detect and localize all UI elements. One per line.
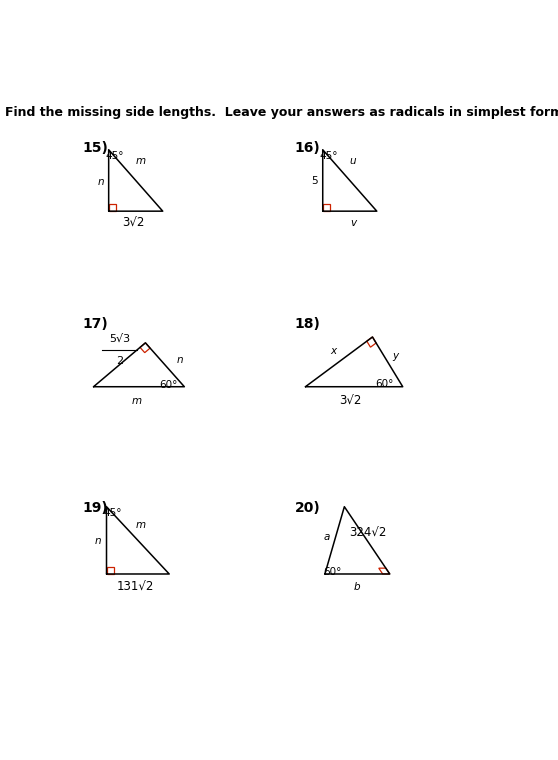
Text: 3√2: 3√2 xyxy=(339,395,361,408)
Text: 60°: 60° xyxy=(159,380,177,390)
Text: 18): 18) xyxy=(295,316,320,331)
Text: n: n xyxy=(98,177,104,187)
Text: 17): 17) xyxy=(83,316,108,331)
Text: 20): 20) xyxy=(295,501,320,515)
Text: m: m xyxy=(135,157,145,166)
Text: 60°: 60° xyxy=(323,567,341,578)
Text: u: u xyxy=(350,157,357,166)
Text: m: m xyxy=(132,397,142,407)
Text: 5√3: 5√3 xyxy=(109,334,130,344)
Text: 45°: 45° xyxy=(319,151,338,161)
Text: 2: 2 xyxy=(116,356,123,366)
Text: x: x xyxy=(330,346,336,356)
Text: n: n xyxy=(95,536,102,546)
Text: 5: 5 xyxy=(311,176,318,185)
Text: b: b xyxy=(354,582,360,592)
Text: 60°: 60° xyxy=(376,379,394,389)
Text: 3√2: 3√2 xyxy=(123,217,145,230)
Text: 45°: 45° xyxy=(104,508,122,518)
Text: Find the missing side lengths.  Leave your answers as radicals in simplest form.: Find the missing side lengths. Leave you… xyxy=(4,106,558,119)
Text: v: v xyxy=(350,218,356,228)
Text: 15): 15) xyxy=(83,141,109,155)
Text: 45°: 45° xyxy=(105,151,123,161)
Text: m: m xyxy=(135,521,145,530)
Text: 324√2: 324√2 xyxy=(349,527,387,540)
Text: 19): 19) xyxy=(83,501,108,515)
Text: 131√2: 131√2 xyxy=(117,581,154,594)
Text: 16): 16) xyxy=(295,141,320,155)
Text: y: y xyxy=(392,350,398,361)
Text: n: n xyxy=(177,356,184,366)
Text: a: a xyxy=(324,532,330,542)
